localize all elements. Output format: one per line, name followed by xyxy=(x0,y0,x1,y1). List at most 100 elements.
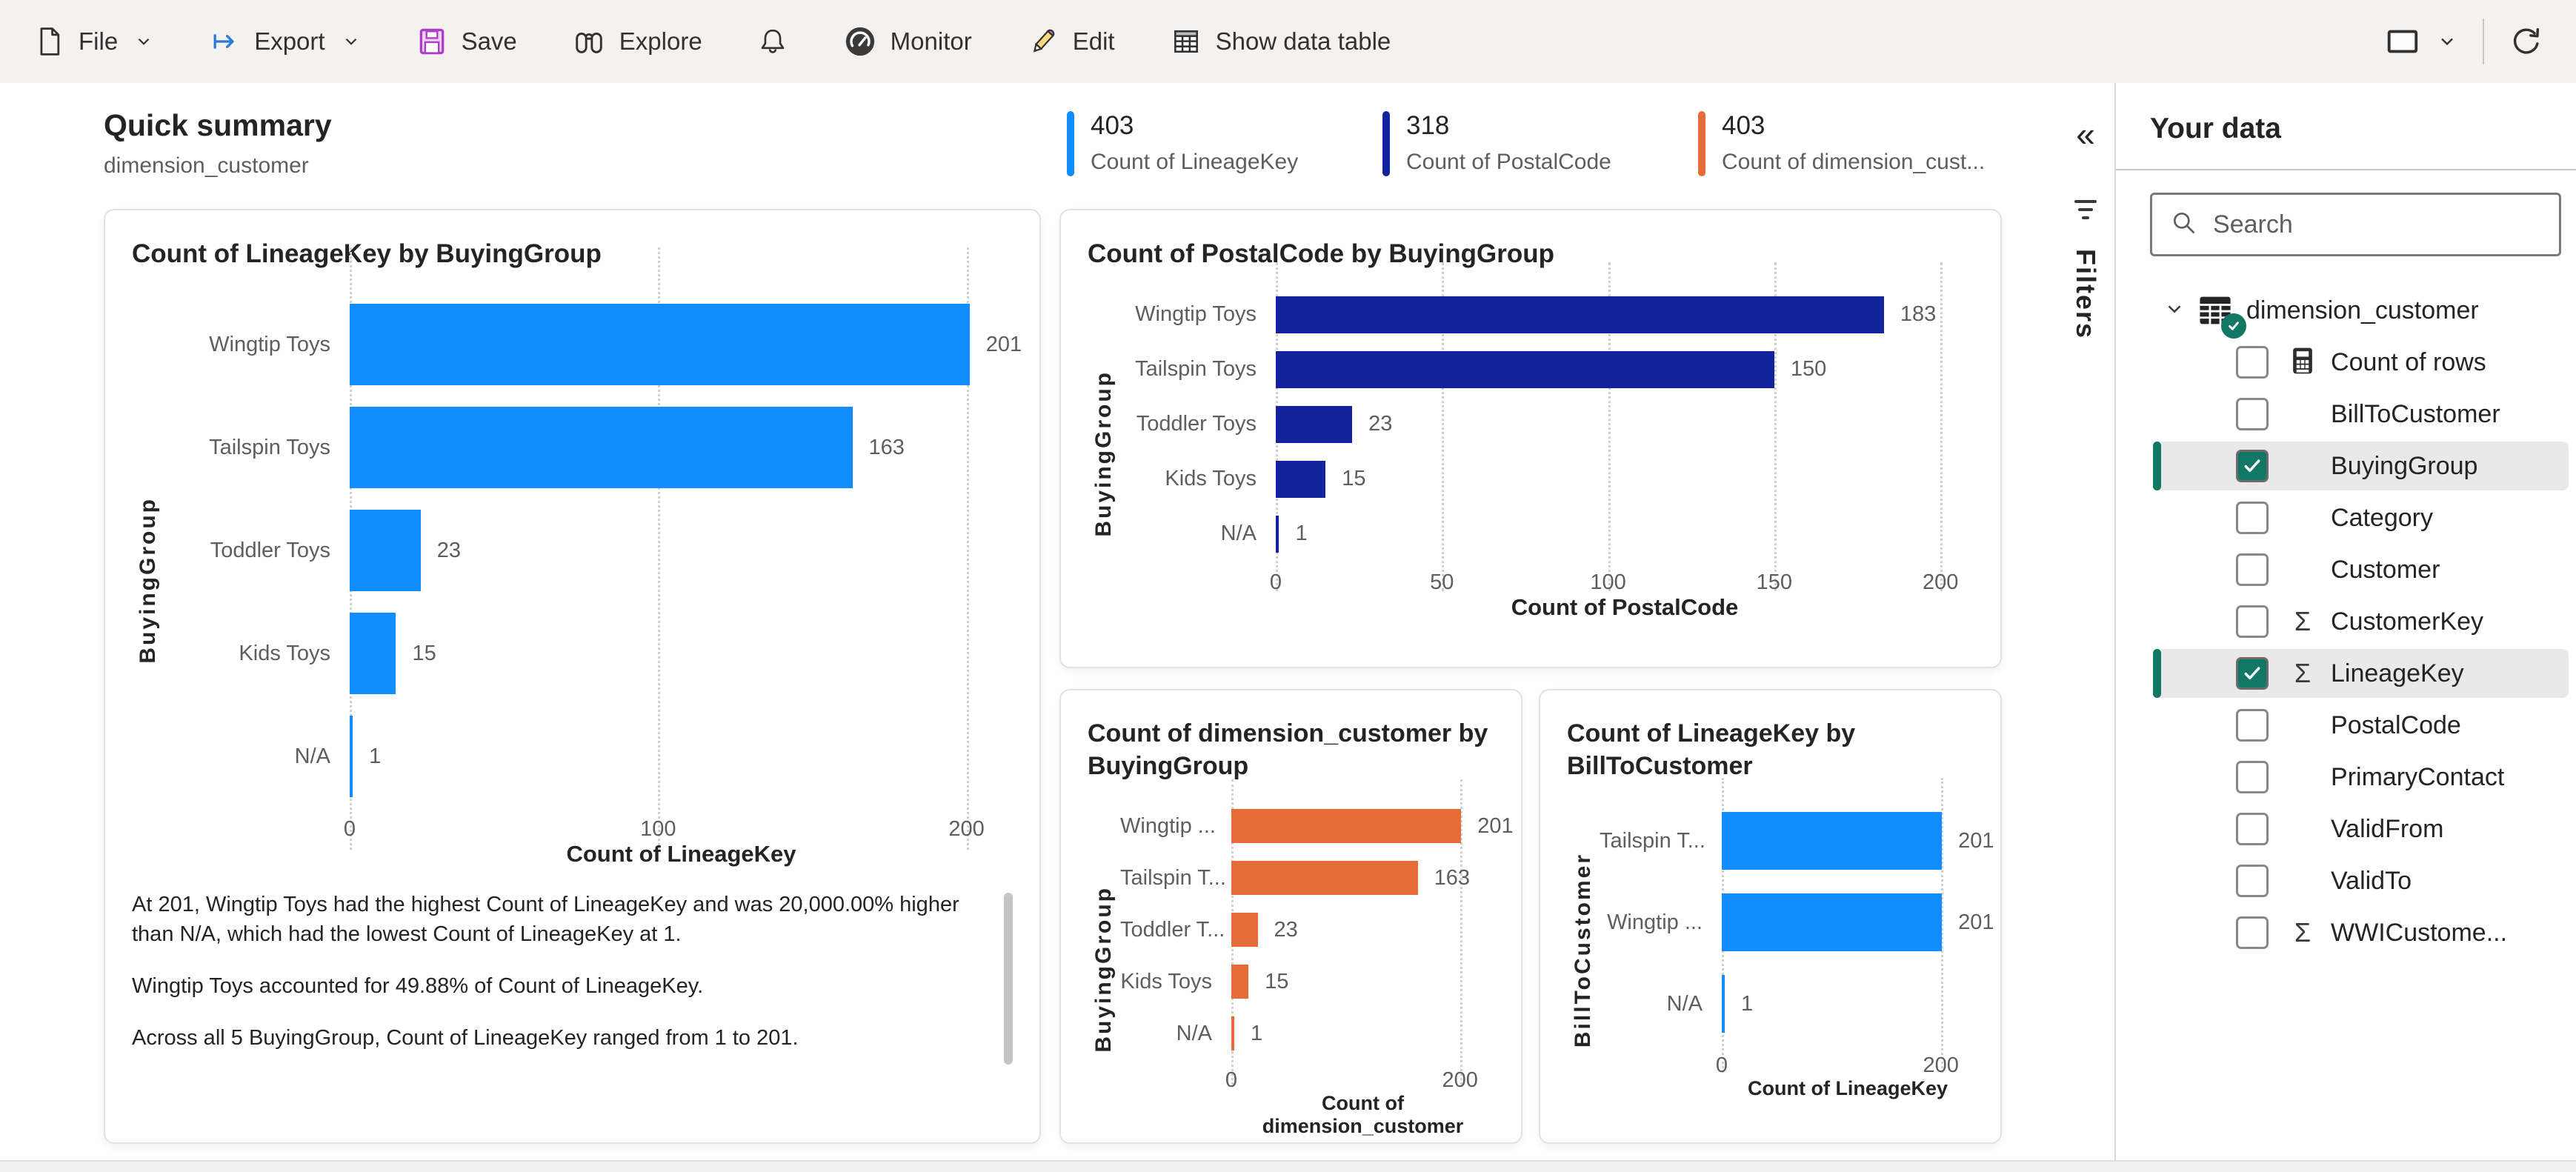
chart-title: Count of LineageKey by BillToCustomer xyxy=(1567,719,1856,781)
bar-wingtip-[interactable] xyxy=(1722,893,1943,952)
page-subtitle: dimension_customer xyxy=(104,153,309,178)
save-label: Save xyxy=(461,27,517,55)
bar-n-a[interactable] xyxy=(1276,515,1279,553)
field-row-validfrom[interactable]: ValidFrom xyxy=(2116,803,2576,855)
bar-kids-toys[interactable] xyxy=(1276,460,1326,498)
bar-toddler-t-[interactable] xyxy=(1231,913,1258,948)
bar-row: Kids Toys 15 xyxy=(164,602,1013,705)
chevron-down-icon xyxy=(342,32,361,51)
field-row-lineagekey[interactable]: Σ LineageKey xyxy=(2116,647,2576,699)
chart-card-dimension-customer-by-buyinggroup[interactable]: Count of dimension_customer by BuyingGro… xyxy=(1059,689,1522,1144)
field-label: BillToCustomer xyxy=(2331,399,2500,428)
chart-card-lineagekey-by-billtocustomer[interactable]: Count of LineageKey by BillToCustomer Bil… xyxy=(1539,689,2002,1144)
filter-icon[interactable] xyxy=(2074,181,2097,219)
your-data-pane: Your data dimension_customer xyxy=(2116,83,2576,1160)
bar-row: Toddler T... 23 xyxy=(1120,904,1494,956)
field-row-primarycontact[interactable]: PrimaryContact xyxy=(2116,751,2576,803)
checkbox-unchecked[interactable] xyxy=(2236,605,2269,638)
field-row-customer[interactable]: Customer xyxy=(2116,544,2576,596)
field-row-count-of-rows[interactable]: Count of rows xyxy=(2116,336,2576,388)
bar-tailspin-toys[interactable] xyxy=(1276,350,1774,388)
sidebar-divider xyxy=(2116,169,2576,170)
field-row-billtocustomer[interactable]: BillToCustomer xyxy=(2116,388,2576,440)
bar-tailspin-t-[interactable] xyxy=(1231,861,1418,896)
notifications-button[interactable] xyxy=(757,26,788,57)
explore-button[interactable]: Explore xyxy=(572,24,702,59)
bar-kids-toys[interactable] xyxy=(1231,965,1249,999)
checkbox-checked[interactable] xyxy=(2236,657,2269,690)
export-menu-button[interactable]: Export xyxy=(208,25,360,58)
field-search-box[interactable] xyxy=(2150,193,2562,256)
refresh-icon xyxy=(2509,24,2543,59)
refresh-button[interactable] xyxy=(2509,24,2543,59)
bell-icon xyxy=(757,26,788,57)
save-button[interactable]: Save xyxy=(416,25,517,58)
chart-card-postalcode-by-buyinggroup[interactable]: Count of PostalCode by BuyingGroup Buying… xyxy=(1059,209,2002,668)
field-row-category[interactable]: Category xyxy=(2116,492,2576,544)
field-rows: Count of rows BillToCustomer BuyingGroup Ca… xyxy=(2116,336,2576,959)
bar-wingtip-toys[interactable] xyxy=(350,304,970,385)
checkbox-unchecked[interactable] xyxy=(2236,813,2269,845)
x-tick-label: 0 xyxy=(1269,570,1282,594)
value-label: 201 xyxy=(1477,813,1514,838)
gridline xyxy=(1442,262,1445,591)
bar-tailspin-toys[interactable] xyxy=(350,407,853,488)
pencil-icon xyxy=(1027,25,1059,58)
edit-button[interactable]: Edit xyxy=(1027,25,1115,58)
scrollbar-thumb[interactable] xyxy=(1004,892,1013,1065)
chevron-down-icon xyxy=(2437,31,2457,52)
export-menu-label: Export xyxy=(254,27,325,55)
kpi-value: 403 xyxy=(1722,111,1765,140)
category-label: Wingtip ... xyxy=(1607,910,1703,934)
kpi-0: 403 Count of LineageKey xyxy=(1067,111,1311,176)
checkbox-unchecked[interactable] xyxy=(2236,761,2269,793)
bar-wingtip-toys[interactable] xyxy=(1276,296,1884,333)
checkbox-unchecked[interactable] xyxy=(2236,709,2269,742)
kpi-color-bar xyxy=(1067,111,1074,176)
table-selected-check-badge xyxy=(2221,313,2247,339)
checkbox-unchecked[interactable] xyxy=(2236,346,2269,379)
calculator-icon xyxy=(2286,344,2319,381)
bar-toddler-toys[interactable] xyxy=(1276,405,1353,443)
checkbox-unchecked[interactable] xyxy=(2236,916,2269,949)
checkbox-checked[interactable] xyxy=(2236,450,2269,482)
bar-n-a[interactable] xyxy=(350,716,353,797)
monitor-button[interactable]: Monitor xyxy=(843,24,972,59)
kpi-value: 318 xyxy=(1406,111,1450,140)
field-row-highlight xyxy=(2153,649,2569,698)
search-input[interactable] xyxy=(2213,210,2542,239)
bar-n-a[interactable] xyxy=(1722,975,1725,1033)
field-row-customerkey[interactable]: Σ CustomerKey xyxy=(2116,596,2576,647)
bar-kids-toys[interactable] xyxy=(350,613,396,694)
table-node-dimension-customer[interactable]: dimension_customer xyxy=(2116,284,2576,339)
y-axis-title: BillToCustomer xyxy=(1571,853,1595,1048)
collapse-pane-icon[interactable]: « xyxy=(2076,115,2095,153)
x-tick-label: 200 xyxy=(1923,1053,1959,1078)
checkbox-unchecked[interactable] xyxy=(2236,865,2269,897)
checkbox-unchecked[interactable] xyxy=(2236,502,2269,534)
field-label: Category xyxy=(2331,503,2433,532)
bottom-strip xyxy=(0,1160,2576,1172)
checkbox-unchecked[interactable] xyxy=(2236,553,2269,586)
chart-card-lineagekey-by-buyinggroup[interactable]: Count of LineageKey by BuyingGroup Buying… xyxy=(104,209,1041,1144)
file-menu-button[interactable]: File xyxy=(33,25,153,58)
show-data-table-button[interactable]: Show data table xyxy=(1170,25,1391,58)
bar-tailspin-t-[interactable] xyxy=(1722,812,1943,870)
checkbox-unchecked[interactable] xyxy=(2236,398,2269,430)
bar-n-a[interactable] xyxy=(1231,1016,1234,1051)
value-label: 15 xyxy=(1342,467,1366,490)
field-row-highlight xyxy=(2153,442,2569,490)
value-label: 201 xyxy=(1958,910,1994,934)
field-row-wwicustome-[interactable]: Σ WWICustome... xyxy=(2116,907,2576,959)
bar-row: N/A 1 xyxy=(1600,963,1974,1045)
bar-toddler-toys[interactable] xyxy=(350,510,421,591)
field-row-validto[interactable]: ValidTo xyxy=(2116,855,2576,907)
category-label: Tailspin Toys xyxy=(209,435,330,459)
chevron-down-icon[interactable] xyxy=(2163,298,2186,324)
bar-wingtip-[interactable] xyxy=(1231,809,1462,844)
field-row-buyinggroup[interactable]: BuyingGroup xyxy=(2116,440,2576,492)
filters-pane-label[interactable]: Filters xyxy=(2071,249,2102,340)
view-selector-button[interactable] xyxy=(2383,25,2457,58)
category-label: N/A xyxy=(1220,522,1257,545)
field-row-postalcode[interactable]: PostalCode xyxy=(2116,699,2576,751)
